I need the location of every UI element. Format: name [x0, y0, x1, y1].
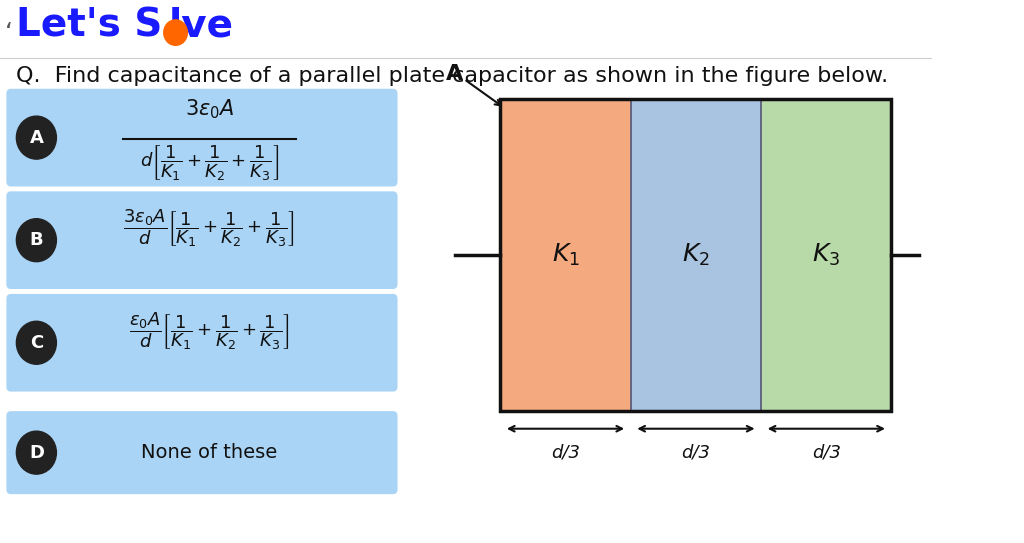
FancyBboxPatch shape	[6, 294, 397, 392]
Text: A: A	[446, 64, 464, 84]
FancyBboxPatch shape	[631, 98, 761, 411]
Text: B: B	[30, 231, 43, 249]
Circle shape	[164, 20, 187, 45]
Text: $K_1$: $K_1$	[552, 242, 580, 268]
Text: None of these: None of these	[141, 443, 278, 462]
Text: A: A	[30, 129, 43, 147]
Text: d/3: d/3	[551, 443, 580, 461]
FancyBboxPatch shape	[6, 191, 397, 289]
FancyBboxPatch shape	[6, 411, 397, 494]
Text: Q.  Find capacitance of a parallel plate capacitor as shown in the figure below.: Q. Find capacitance of a parallel plate …	[16, 66, 889, 86]
Circle shape	[16, 321, 56, 364]
Text: Let's S: Let's S	[16, 7, 163, 45]
Text: d/3: d/3	[812, 443, 841, 461]
Circle shape	[16, 431, 56, 474]
Text: $\dfrac{3\varepsilon_0 A}{d}\left[\dfrac{1}{K_1}+\dfrac{1}{K_2}+\dfrac{1}{K_3}\r: $\dfrac{3\varepsilon_0 A}{d}\left[\dfrac…	[123, 207, 295, 249]
FancyBboxPatch shape	[501, 98, 631, 411]
Text: $\dfrac{\varepsilon_0 A}{d}\left[\dfrac{1}{K_1}+\dfrac{1}{K_2}+\dfrac{1}{K_3}\ri: $\dfrac{\varepsilon_0 A}{d}\left[\dfrac{…	[129, 310, 290, 352]
Text: D: D	[29, 444, 44, 462]
Text: $d\left[\dfrac{1}{K_1}+\dfrac{1}{K_2}+\dfrac{1}{K_3}\right]$: $d\left[\dfrac{1}{K_1}+\dfrac{1}{K_2}+\d…	[139, 143, 279, 181]
Text: $K_3$: $K_3$	[812, 242, 841, 268]
Circle shape	[16, 116, 56, 159]
FancyBboxPatch shape	[6, 89, 397, 186]
Circle shape	[16, 219, 56, 262]
Text: ‘: ‘	[4, 21, 12, 45]
FancyBboxPatch shape	[761, 98, 892, 411]
Bar	[501, 98, 892, 411]
Text: C: C	[30, 334, 43, 352]
Text: lve: lve	[168, 7, 233, 45]
Text: d/3: d/3	[681, 443, 711, 461]
Text: $3\varepsilon_0 A$: $3\varepsilon_0 A$	[184, 97, 233, 121]
Text: $K_2$: $K_2$	[682, 242, 710, 268]
